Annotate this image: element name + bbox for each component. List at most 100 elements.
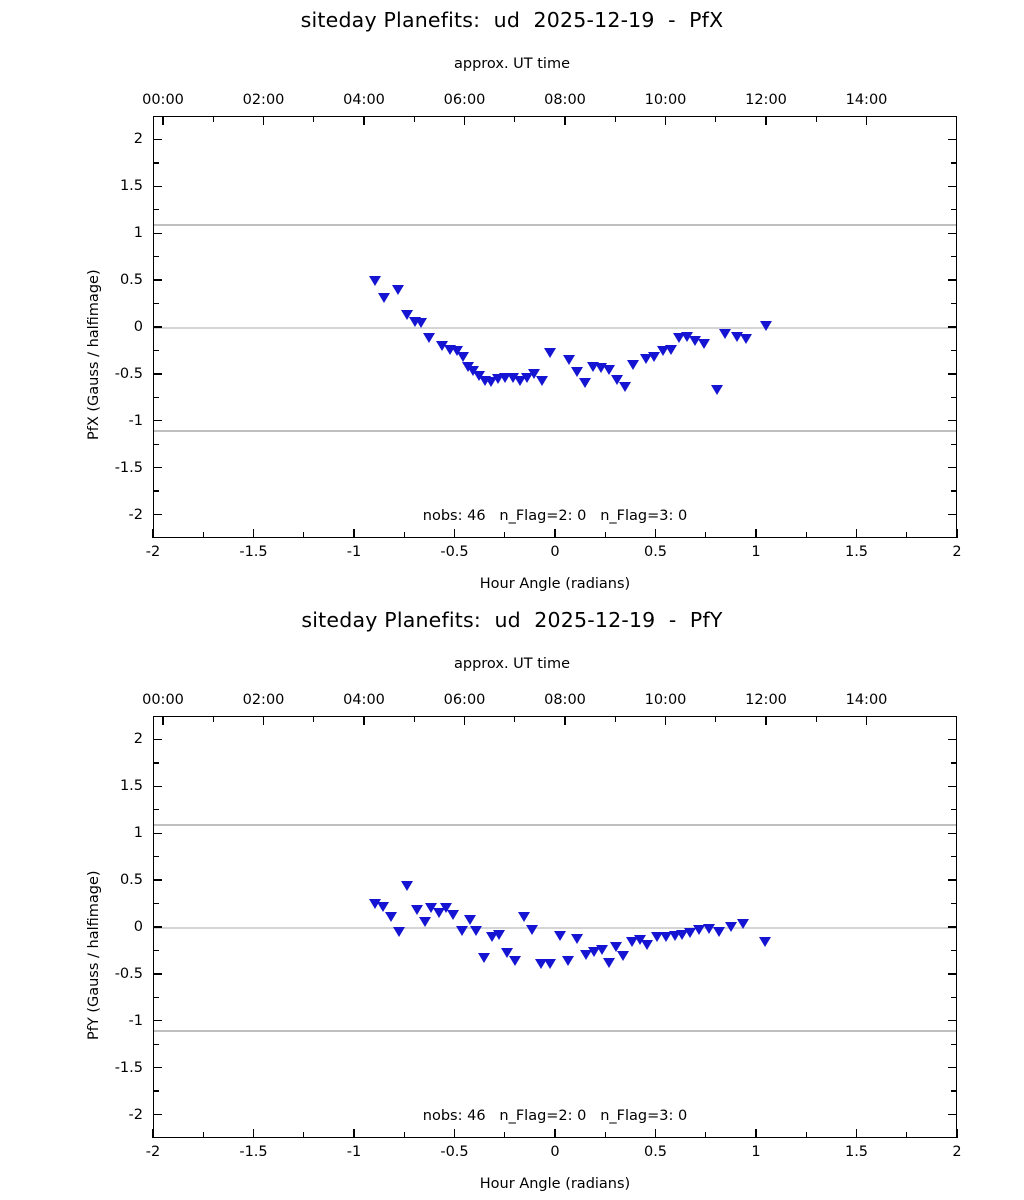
x-tick-label-pfy: 0 <box>550 1144 560 1160</box>
data-point-pfx <box>378 293 391 304</box>
x-tick-bottom-pfx <box>654 529 657 538</box>
y-tick-left-pfy <box>153 926 162 928</box>
y-tick-right-pfx <box>948 138 957 141</box>
y-tick-right-pfy <box>948 832 957 834</box>
x-tick-bottom-pfy <box>252 1129 255 1138</box>
data-point-pfx <box>472 370 485 381</box>
x-tick-label-pfy: 0.5 <box>643 1144 668 1160</box>
y-tick-right-pfx <box>948 326 957 328</box>
data-point-pfy <box>634 935 647 946</box>
page-title-pfx: siteday Planefits: ud 2025-12-19 - PfX <box>300 8 724 32</box>
y-minor-tick-right-pfy <box>951 1090 957 1092</box>
y-minor-tick-left-pfx <box>153 396 159 398</box>
data-point-pfy <box>617 951 630 962</box>
x-tick-label-pfx: -1.5 <box>239 544 268 560</box>
discard-threshold-line-pfx-0 <box>154 223 956 227</box>
data-point-pfx <box>718 328 731 339</box>
plot-area-pfy[interactable] <box>153 716 957 1138</box>
data-point-pfy <box>425 903 438 914</box>
y-tick-left-pfx <box>153 232 162 234</box>
y-tick-right-pfy <box>948 738 957 741</box>
ut-minor-tick-pfx <box>614 116 616 122</box>
x-tick-label-pfx: 1 <box>751 544 761 560</box>
x-minor-tick-bottom-pfy <box>705 1132 707 1138</box>
x-tick-label-pfy: 2 <box>952 1144 962 1160</box>
ut-tick-pfy <box>363 716 365 725</box>
data-point-pfx <box>392 284 405 295</box>
y-tick-right-pfy <box>948 879 957 881</box>
stats-annotation-pfy: nobs: 46 n_Flag=2: 0 n_Flag=3: 0 <box>422 1108 688 1124</box>
y-tick-label-pfy: -0.5 <box>114 965 143 982</box>
ut-minor-tick-pfy <box>212 716 214 722</box>
x-tick-label-pfx: 2 <box>952 544 962 560</box>
y-tick-right-pfx <box>948 373 957 375</box>
x-tick-bottom-pfy <box>855 1129 858 1138</box>
ut-tick-pfx <box>262 116 265 125</box>
data-point-pfy <box>447 909 460 920</box>
ut-minor-tick-pfx <box>715 116 717 122</box>
y-minor-tick-left-pfy <box>153 1043 159 1045</box>
y-tick-left-pfy <box>153 879 162 881</box>
data-point-pfy <box>702 924 715 934</box>
y-minor-tick-right-pfy <box>951 1043 957 1045</box>
ut-tick-pfx <box>363 116 365 125</box>
y-tick-right-pfx <box>948 467 957 469</box>
data-point-pfx <box>595 363 608 374</box>
ut-tick-pfy <box>765 716 767 725</box>
x-tick-label-pfx: -2 <box>145 544 161 560</box>
data-point-pfy <box>675 929 688 940</box>
x-minor-tick-bottom-pfx <box>805 532 807 538</box>
y-minor-tick-right-pfx <box>951 490 957 492</box>
y-tick-right-pfy <box>948 973 957 975</box>
data-point-pfx <box>627 359 640 370</box>
ut-tick-pfy <box>664 716 667 725</box>
x-minor-tick-bottom-pfx <box>604 532 606 538</box>
plot-area-pfx[interactable] <box>153 116 957 538</box>
data-point-pfx <box>535 375 548 386</box>
y-tick-label-pfy: -1.5 <box>114 1059 143 1076</box>
y-minor-tick-left-pfx <box>153 443 159 445</box>
y-minor-tick-right-pfy <box>951 809 957 811</box>
ut-minor-tick-pfy <box>313 716 315 722</box>
data-point-pfx <box>409 317 422 328</box>
data-point-pfx <box>739 334 752 345</box>
x-minor-tick-bottom-pfx <box>403 532 405 538</box>
data-point-pfy <box>650 932 663 943</box>
data-point-pfx <box>498 372 511 383</box>
y-tick-label-pfx: 0 <box>133 319 143 335</box>
data-point-pfy <box>610 941 623 952</box>
x-minor-tick-bottom-pfy <box>805 1132 807 1138</box>
y-tick-right-pfx <box>948 279 957 281</box>
data-point-pfx <box>401 309 414 320</box>
x-tick-bottom-pfy <box>956 1129 958 1138</box>
data-point-pfx <box>619 382 632 393</box>
y-tick-left-pfx <box>153 420 162 422</box>
data-point-pfx <box>611 374 624 385</box>
zero-reference-line-pfy <box>154 927 956 929</box>
y-tick-left-pfx <box>153 467 162 469</box>
x-tick-bottom-pfx <box>956 529 958 538</box>
x-tick-bottom-pfy <box>554 1129 556 1138</box>
y-minor-tick-right-pfx <box>951 443 957 445</box>
data-point-pfx <box>730 331 743 342</box>
y-tick-label-pfy: 2 <box>133 731 143 748</box>
x-tick-bottom-pfy <box>453 1129 456 1138</box>
ut-tick-label-pfx: 04:00 <box>343 92 385 108</box>
y-minor-tick-left-pfy <box>153 856 159 858</box>
x-tick-label-pfx: -0.5 <box>440 544 469 560</box>
ut-minor-tick-pfx <box>212 116 214 122</box>
data-point-pfy <box>463 914 476 925</box>
y-tick-right-pfy <box>948 1113 957 1116</box>
ut-tick-label-pfx: 02:00 <box>242 92 285 108</box>
y-minor-tick-right-pfx <box>951 162 957 164</box>
plot-panel-pfy: siteday Planefits: ud 2025-12-19 - PfY a… <box>0 600 1024 1200</box>
y-minor-tick-left-pfy <box>153 902 159 905</box>
ut-tick-label-pfx: 00:00 <box>142 92 184 108</box>
ut-minor-tick-pfy <box>715 716 717 722</box>
y-tick-label-pfy: 1.5 <box>119 778 143 795</box>
ut-minor-tick-pfx <box>815 116 817 122</box>
y-tick-label-pfx: 1.5 <box>119 178 143 195</box>
data-point-pfy <box>554 930 567 941</box>
data-point-pfy <box>596 944 609 955</box>
